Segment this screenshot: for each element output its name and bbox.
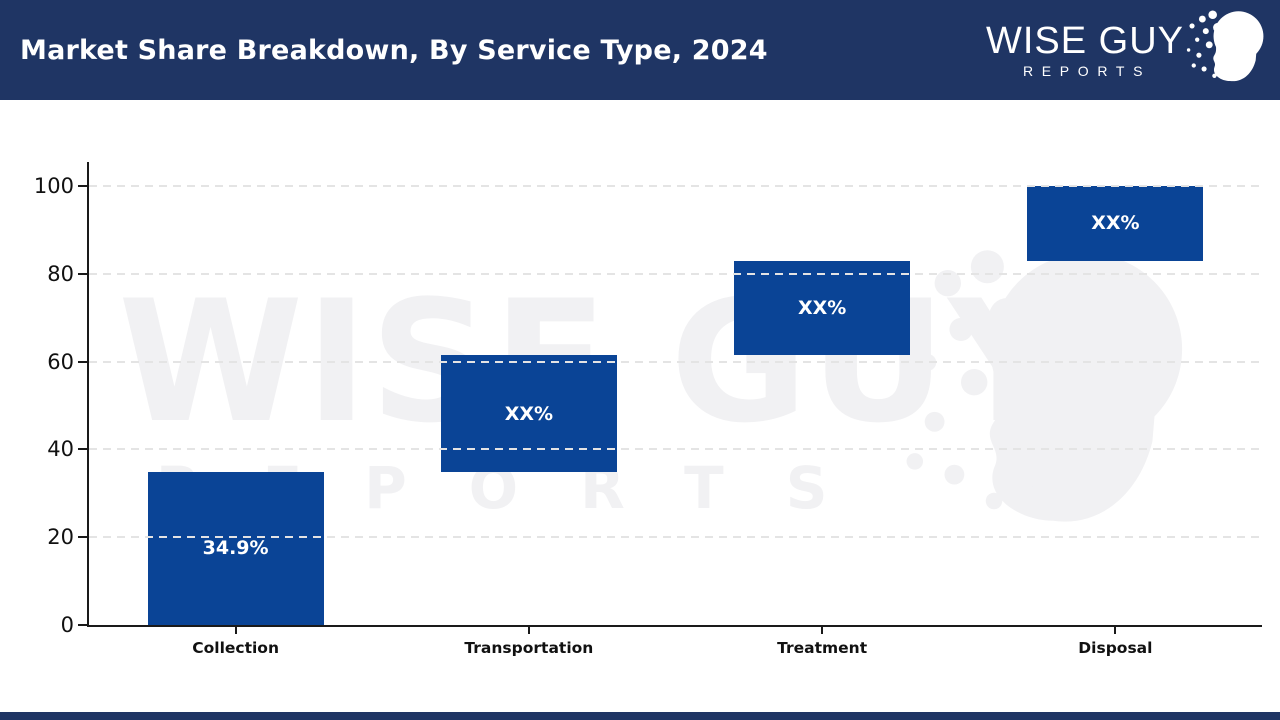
bar-value-label: XX% bbox=[1091, 212, 1140, 235]
bar-disposal: XX% bbox=[1027, 186, 1204, 261]
bar-value-label: 34.9% bbox=[202, 537, 269, 560]
plot-area: 34.9% XX% XX% XX% bbox=[89, 185, 1262, 625]
logo-wordmark: WISE GUY REPORTS bbox=[986, 22, 1184, 78]
bar-value-label: XX% bbox=[504, 402, 554, 425]
y-tick-label-60: 60 bbox=[47, 349, 74, 374]
y-tick-label-40: 40 bbox=[47, 437, 74, 462]
x-tick-label-treatment: Treatment bbox=[777, 639, 868, 657]
gridline-60 bbox=[89, 360, 1262, 363]
gridline-40 bbox=[89, 448, 1262, 451]
y-tick-mark-0 bbox=[78, 624, 87, 626]
chart-title: Market Share Breakdown, By Service Type,… bbox=[20, 34, 768, 66]
bar-value-label: XX% bbox=[797, 297, 847, 320]
y-tick-label-80: 80 bbox=[47, 261, 74, 286]
x-tick-label-collection: Collection bbox=[192, 639, 279, 657]
y-tick-mark-20 bbox=[78, 536, 87, 539]
gridline-100 bbox=[89, 185, 1262, 187]
y-tick-label-0: 0 bbox=[60, 613, 74, 637]
watermark-head-icon bbox=[888, 250, 1183, 522]
x-tick-label-transportation: Transportation bbox=[464, 639, 594, 657]
bar-collection: 34.9% bbox=[147, 471, 324, 625]
x-tick-mark-collection bbox=[234, 627, 237, 634]
logo-wordmark-line2: REPORTS bbox=[1022, 63, 1152, 79]
head-logo-icon bbox=[1186, 10, 1264, 82]
x-tick-mark-transportation bbox=[527, 627, 530, 634]
logo-wordmark-line1: WISE GUY bbox=[985, 20, 1184, 62]
x-tick-label-disposal: Disposal bbox=[1078, 639, 1153, 657]
y-axis-line bbox=[87, 162, 89, 627]
y-tick-mark-100 bbox=[78, 185, 87, 187]
bar-treatment: XX% bbox=[734, 260, 911, 356]
bar-transportation: XX% bbox=[440, 355, 617, 472]
x-tick-mark-treatment bbox=[821, 627, 824, 634]
y-tick-mark-40 bbox=[78, 448, 87, 451]
footer-bar bbox=[0, 712, 1280, 720]
gridline-20 bbox=[89, 536, 1262, 539]
x-axis-line bbox=[87, 625, 1262, 627]
gridline-80 bbox=[89, 272, 1262, 275]
wiseguy-logo: WISE GUY REPORTS bbox=[986, 0, 1266, 100]
header-bar: Market Share Breakdown, By Service Type,… bbox=[0, 0, 1280, 100]
y-tick-mark-60 bbox=[78, 360, 87, 363]
y-tick-label-20: 20 bbox=[47, 525, 74, 550]
x-tick-mark-disposal bbox=[1114, 627, 1117, 634]
y-tick-mark-80 bbox=[78, 272, 87, 275]
y-tick-label-100: 100 bbox=[33, 174, 74, 198]
